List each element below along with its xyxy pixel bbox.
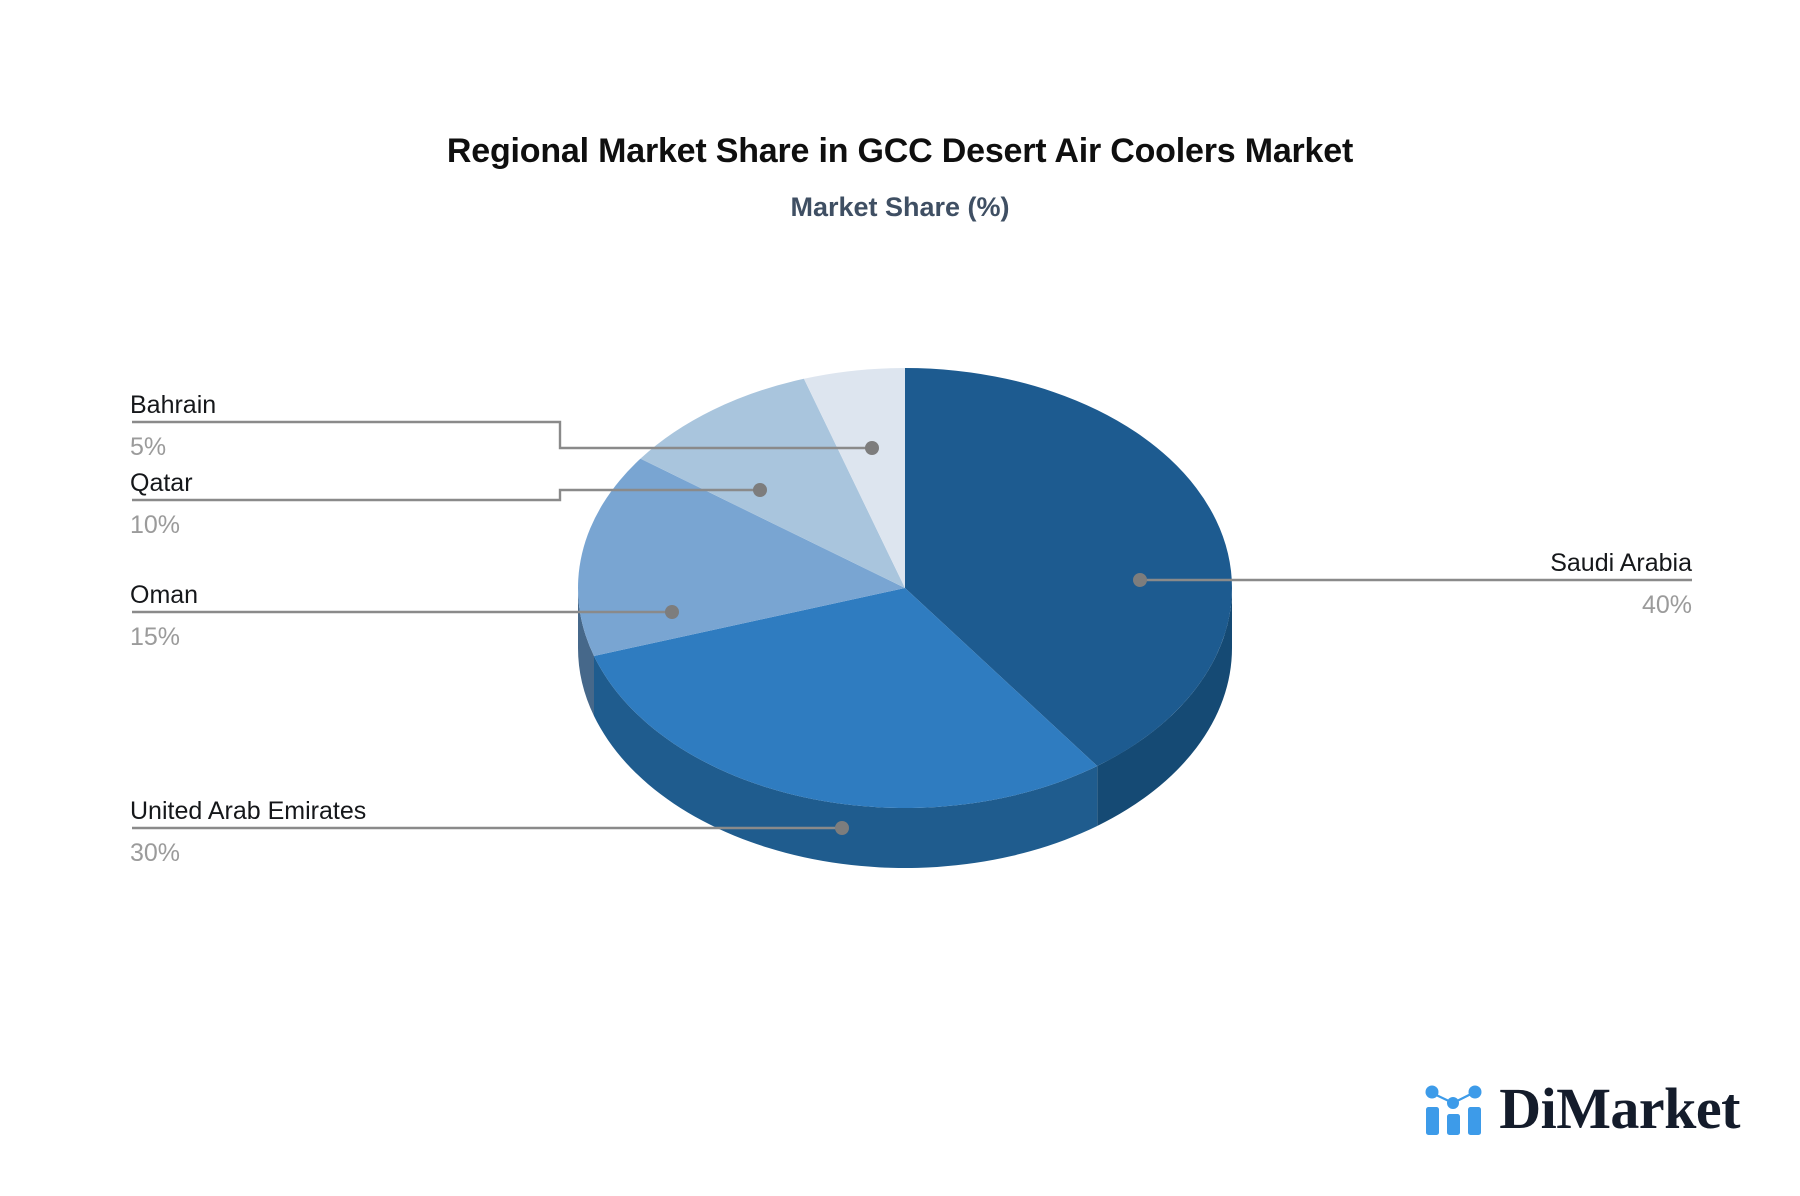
pie-top-face	[578, 368, 1232, 808]
pie-slice-united-arab-emirates	[594, 588, 1098, 808]
callout-label-bahrain: Bahrain	[130, 391, 217, 419]
chart-subtitle: Market Share (%)	[790, 192, 1010, 222]
pie-chart	[578, 368, 1232, 928]
callout-label-united-arab-emirates: United Arab Emirates	[130, 797, 367, 825]
callout-bahrain: Bahrain 5%	[130, 390, 216, 462]
pie-chart-svg	[578, 368, 1232, 868]
pie-slice-side-saudi-arabia	[1097, 588, 1232, 826]
pie-slice-oman	[578, 458, 905, 656]
callout-qatar: Qatar 10%	[130, 468, 193, 540]
chart-title: Regional Market Share in GCC Desert Air …	[446, 132, 1354, 170]
bar-chart-icon	[1425, 1085, 1482, 1135]
callout-value-bahrain: 5%	[130, 433, 167, 461]
callout-label-qatar: Qatar	[130, 469, 193, 497]
callout-value-saudi-arabia: 40%	[1641, 591, 1692, 619]
brand-name: DiMarket	[1499, 1076, 1740, 1141]
pie-3d-side-walls	[578, 588, 1232, 868]
callout-value-oman: 15%	[130, 623, 181, 651]
pie-slice-side-united-arab-emirates	[594, 655, 1098, 868]
pie-slice-saudi-arabia	[905, 368, 1232, 766]
callout-label-saudi-arabia: Saudi Arabia	[1550, 549, 1692, 577]
callout-value-qatar: 10%	[130, 511, 181, 539]
pie-slice-side-oman	[578, 588, 595, 716]
callout-saudi-arabia: Saudi Arabia 40%	[1550, 548, 1692, 620]
brand-logo: DiMarket	[1423, 1080, 1740, 1138]
callout-value-united-arab-emirates: 30%	[130, 839, 181, 867]
callout-united-arab-emirates: United Arab Emirates 30%	[130, 796, 366, 868]
callout-label-oman: Oman	[130, 581, 199, 609]
callout-oman: Oman 15%	[130, 580, 198, 652]
